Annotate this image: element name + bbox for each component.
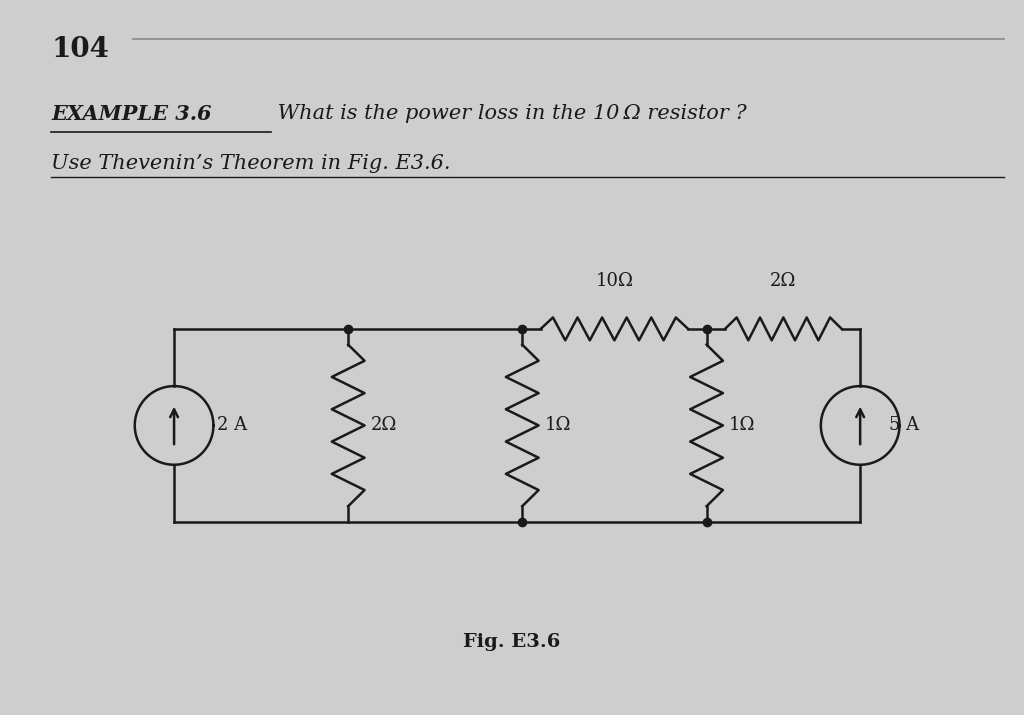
Text: 2Ω: 2Ω	[770, 272, 797, 290]
Text: Fig. E3.6: Fig. E3.6	[463, 633, 561, 651]
Text: Use Thevenin’s Theorem in Fig. E3.6.: Use Thevenin’s Theorem in Fig. E3.6.	[51, 154, 451, 173]
Text: 2 A: 2 A	[217, 416, 247, 435]
Text: 104: 104	[51, 36, 110, 63]
Text: 1Ω: 1Ω	[545, 416, 571, 435]
Text: 10Ω: 10Ω	[595, 272, 634, 290]
Text: 1Ω: 1Ω	[729, 416, 756, 435]
Text: 2Ω: 2Ω	[371, 416, 397, 435]
Text: 5 A: 5 A	[889, 416, 919, 435]
Text: What is the power loss in the 10 Ω resistor ?: What is the power loss in the 10 Ω resis…	[271, 104, 748, 123]
Text: EXAMPLE 3.6: EXAMPLE 3.6	[51, 104, 212, 124]
